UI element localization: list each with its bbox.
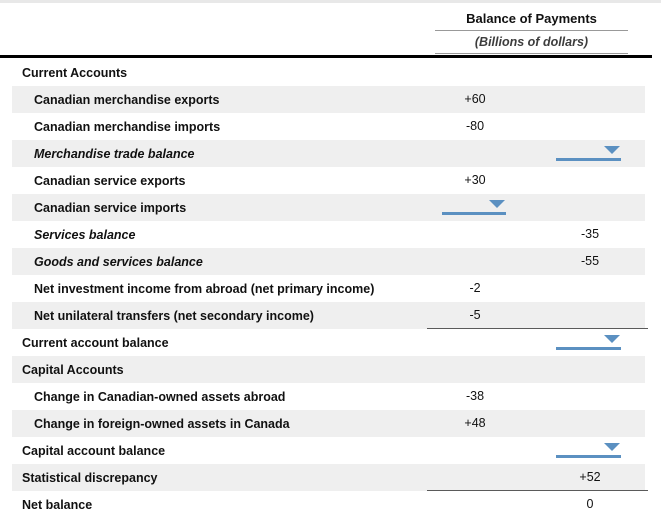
table-row: Change in foreign-owned assets in Canada… (12, 410, 645, 437)
answer-dropdown[interactable] (556, 443, 621, 458)
chevron-down-icon (604, 443, 620, 451)
value-cell: -55 (580, 254, 600, 268)
row-label: Goods and services balance (34, 255, 203, 269)
table-row: Current Accounts (12, 59, 645, 86)
table-row: Services balance -35 (12, 221, 645, 248)
row-label: Merchandise trade balance (34, 147, 195, 161)
table-row: Net unilateral transfers (net secondary … (12, 302, 645, 329)
value-cell: -38 (465, 389, 485, 403)
header-divider (435, 30, 628, 31)
row-label: Capital account balance (22, 444, 166, 458)
row-label: Capital Accounts (22, 363, 124, 377)
header-divider (435, 53, 628, 54)
value-cell: +48 (464, 416, 486, 430)
value-cell: +52 (579, 470, 601, 484)
row-label: Net balance (22, 498, 93, 512)
row-label: Statistical discrepancy (22, 471, 158, 485)
row-label: Change in foreign-owned assets in Canada (34, 417, 290, 431)
table-units-subtitle: (Billions of dollars) (474, 35, 589, 49)
table-row: Canadian service exports +30 (12, 167, 645, 194)
value-cell: -5 (469, 308, 481, 322)
table-row: Canadian service imports (12, 194, 645, 221)
answer-dropdown[interactable] (556, 146, 621, 161)
table-row: Capital Accounts (12, 356, 645, 383)
table-row: Current account balance (12, 328, 648, 356)
answer-dropdown[interactable] (556, 335, 621, 350)
table-row: Net investment income from abroad (net p… (12, 275, 645, 302)
value-cell: -2 (469, 281, 481, 295)
row-label: Canadian merchandise exports (34, 93, 220, 107)
value-cell: +30 (464, 173, 486, 187)
table-row: Goods and services balance -55 (12, 248, 645, 275)
balance-of-payments-rows: Current Accounts Canadian merchandise exp… (0, 59, 661, 518)
answer-dropdown[interactable] (442, 200, 506, 215)
table-row: Merchandise trade balance (12, 140, 645, 167)
chevron-down-icon (489, 200, 505, 208)
row-label: Canadian service imports (34, 201, 187, 215)
table-row: Net balance 0 (12, 490, 648, 518)
row-label: Services balance (34, 228, 136, 242)
row-label: Change in Canadian-owned assets abroad (34, 390, 286, 404)
value-cell: 0 (586, 497, 594, 511)
chevron-down-icon (604, 335, 620, 343)
row-label: Current Accounts (22, 66, 128, 80)
header-separator-line (0, 55, 652, 58)
row-label: Net investment income from abroad (net p… (34, 282, 375, 296)
row-label: Current account balance (22, 336, 169, 350)
value-cell: -80 (465, 119, 485, 133)
table-row: Capital account balance (12, 437, 645, 464)
value-cell: -35 (580, 227, 600, 241)
row-label: Canadian service exports (34, 174, 186, 188)
table-row: Canadian merchandise exports +60 (12, 86, 645, 113)
row-label: Canadian merchandise imports (34, 120, 221, 134)
table-header: Balance of Payments (Billions of dollars… (435, 8, 628, 54)
table-row: Statistical discrepancy +52 (12, 464, 645, 491)
top-border (0, 0, 661, 3)
table-title: Balance of Payments (466, 11, 597, 26)
table-row: Change in Canadian-owned assets abroad -3… (12, 383, 645, 410)
value-cell: +60 (464, 92, 486, 106)
row-label: Net unilateral transfers (net secondary … (34, 309, 314, 323)
table-row: Canadian merchandise imports -80 (12, 113, 645, 140)
chevron-down-icon (604, 146, 620, 154)
